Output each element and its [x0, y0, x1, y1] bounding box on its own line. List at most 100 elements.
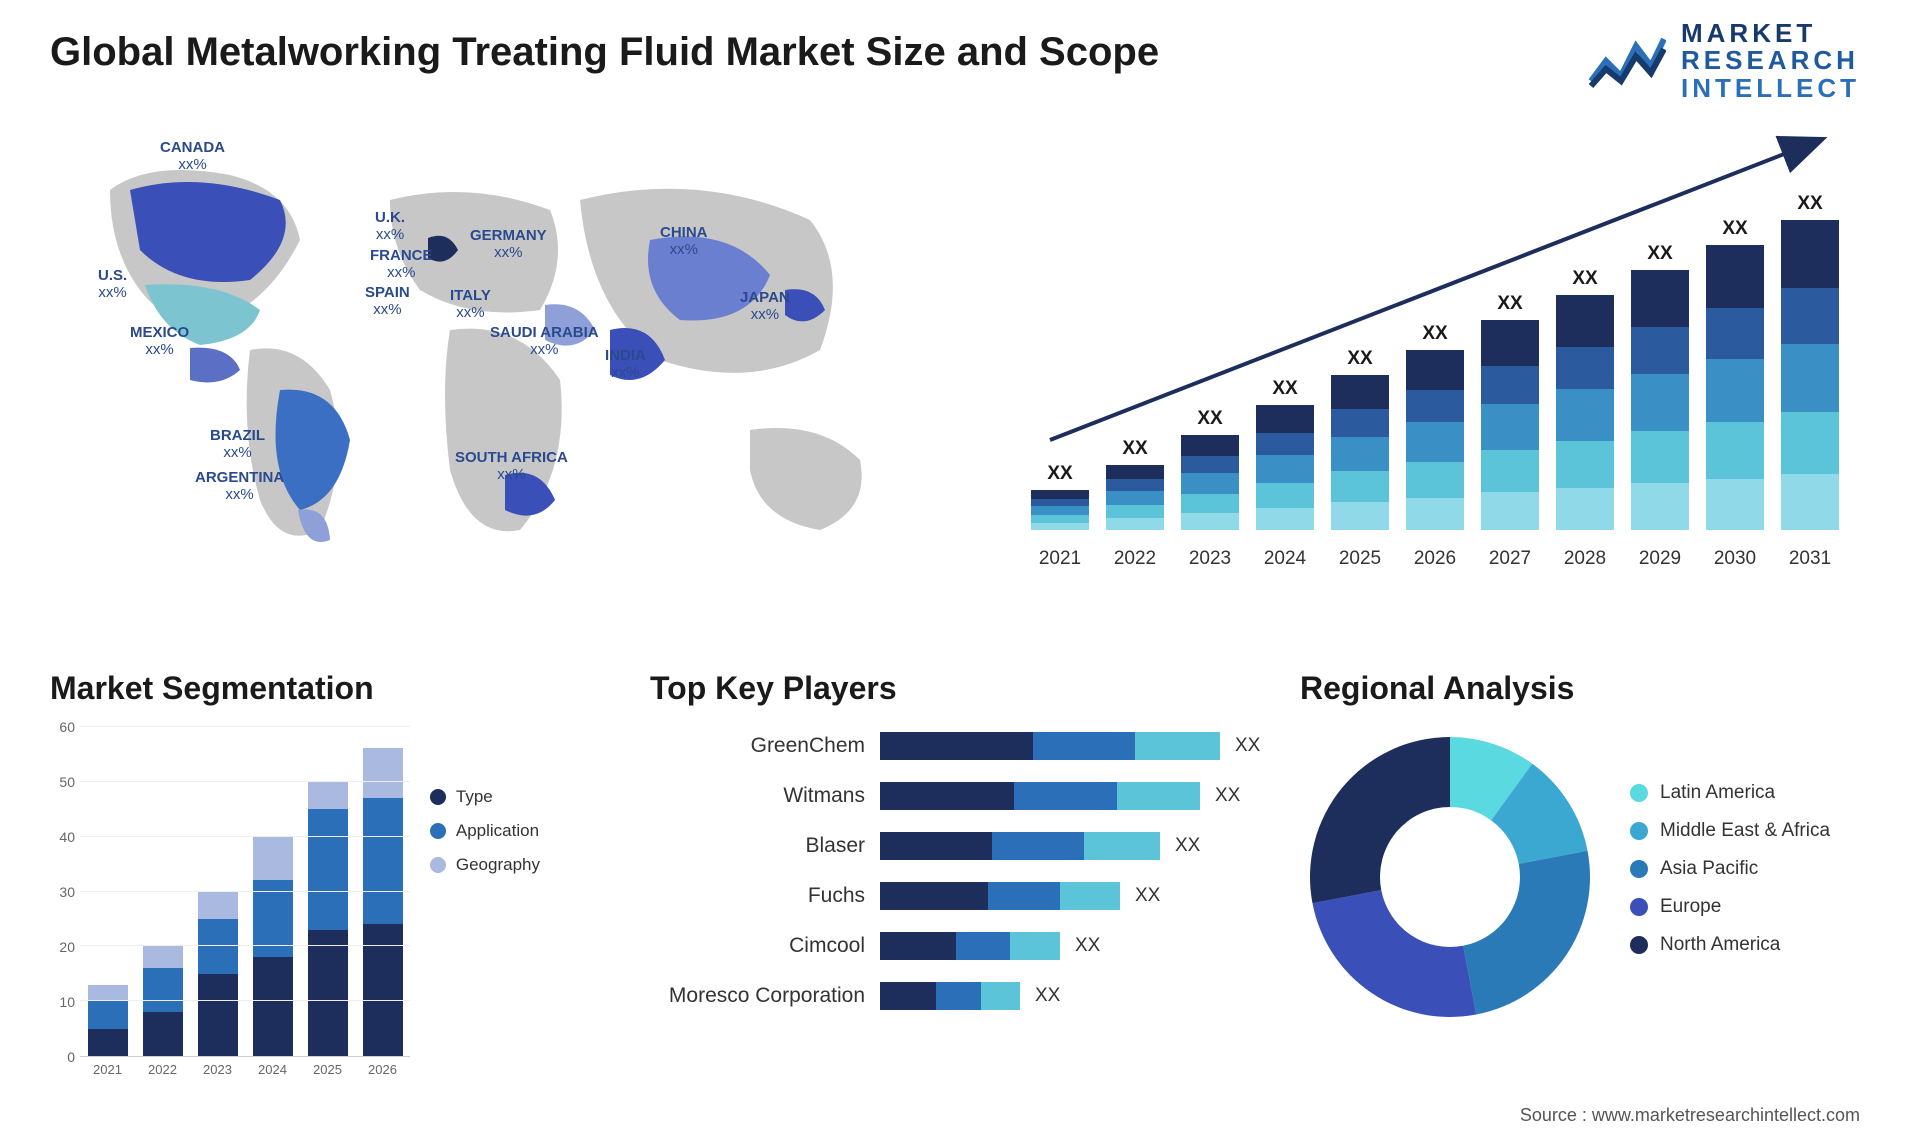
forecast-bar-2024: XX [1255, 378, 1315, 530]
forecast-year-label: 2031 [1780, 548, 1840, 570]
regional-legend: Latin AmericaMiddle East & AfricaAsia Pa… [1630, 782, 1830, 972]
forecast-bar-label: XX [1422, 323, 1447, 345]
map-label-saudiarabia: SAUDI ARABIAxx% [490, 325, 599, 358]
donut-legend-item: Middle East & Africa [1630, 820, 1830, 842]
seg-ytick: 0 [67, 1049, 75, 1065]
seg-bar-2025 [308, 781, 348, 1056]
map-label-china: CHINAxx% [660, 225, 708, 258]
regional-donut [1300, 727, 1600, 1027]
seg-ytick: 40 [59, 829, 75, 845]
forecast-bar-label: XX [1197, 408, 1222, 430]
kp-value: XX [1235, 735, 1260, 757]
forecast-year-label: 2023 [1180, 548, 1240, 570]
forecast-year-label: 2027 [1480, 548, 1540, 570]
regional-title: Regional Analysis [1300, 670, 1860, 707]
segmentation-chart: 0102030405060 [50, 727, 410, 1057]
map-label-spain: SPAINxx% [365, 285, 410, 318]
donut-legend-item: Europe [1630, 896, 1830, 918]
seg-ytick: 10 [59, 994, 75, 1010]
forecast-bar-2027: XX [1480, 293, 1540, 530]
map-label-brazil: BRAZILxx% [210, 428, 265, 461]
kp-value: XX [1075, 935, 1100, 957]
kp-row: Cimcool XX [650, 927, 1270, 965]
logo-line-2: RESEARCH [1681, 47, 1860, 74]
seg-year-label: 2023 [203, 1062, 232, 1077]
seg-year-label: 2021 [93, 1062, 122, 1077]
logo-line-1: MARKET [1681, 20, 1860, 47]
seg-year-label: 2025 [313, 1062, 342, 1077]
forecast-year-label: 2026 [1405, 548, 1465, 570]
key-players-chart: GreenChemXXWitmansXXBlaserXXFuchsXXCimco… [650, 727, 1270, 1015]
forecast-chart: XXXXXXXXXXXXXXXXXXXXXX 20212022202320242… [1010, 130, 1860, 570]
forecast-bar-label: XX [1722, 218, 1747, 240]
forecast-bar-label: XX [1497, 293, 1522, 315]
forecast-year-label: 2028 [1555, 548, 1615, 570]
forecast-bar-2022: XX [1105, 438, 1165, 530]
kp-label: Blaser [650, 834, 880, 858]
key-players-section: Top Key Players GreenChemXX Witmans XX Blas… [650, 670, 1270, 1027]
donut-slice [1310, 737, 1450, 903]
kp-label: Witmans [650, 784, 880, 808]
forecast-year-label: 2029 [1630, 548, 1690, 570]
donut-legend-item: Latin America [1630, 782, 1830, 804]
seg-ytick: 50 [59, 774, 75, 790]
seg-ytick: 20 [59, 939, 75, 955]
kp-value: XX [1135, 885, 1160, 907]
donut-legend-item: North America [1630, 934, 1830, 956]
donut-slice [1312, 890, 1476, 1017]
forecast-bar-label: XX [1122, 438, 1147, 460]
seg-bar-2023 [198, 891, 238, 1056]
forecast-bar-2030: XX [1705, 218, 1765, 530]
forecast-bar-2021: XX [1030, 463, 1090, 530]
logo-line-3: INTELLECT [1681, 75, 1860, 102]
forecast-year-label: 2024 [1255, 548, 1315, 570]
seg-legend-item: Type [430, 787, 540, 807]
kp-row: Fuchs XX [650, 877, 1270, 915]
seg-year-label: 2024 [258, 1062, 287, 1077]
map-label-india: INDIAxx% [605, 348, 646, 381]
forecast-year-label: 2025 [1330, 548, 1390, 570]
kp-value: XX [1215, 785, 1240, 807]
seg-bar-2026 [363, 748, 403, 1056]
world-map: CANADAxx% U.S.xx%MEXICOxx% BRAZILxx% ARGENT… [50, 130, 930, 570]
forecast-bar-label: XX [1047, 463, 1072, 485]
map-label-argentina: ARGENTINAxx% [195, 470, 284, 503]
map-label-canada: CANADAxx% [160, 140, 225, 173]
kp-label: Fuchs [650, 884, 880, 908]
map-label-southafrica: SOUTH AFRICAxx% [455, 450, 568, 483]
seg-ytick: 30 [59, 884, 75, 900]
donut-slice [1463, 851, 1590, 1015]
map-label-france: FRANCExx% [370, 248, 433, 281]
seg-bar-2021 [88, 985, 128, 1057]
map-label-mexico: MEXICOxx% [130, 325, 189, 358]
map-label-japan: JAPANxx% [740, 290, 790, 323]
forecast-bar-2028: XX [1555, 268, 1615, 530]
logo-icon [1586, 31, 1666, 91]
seg-legend-item: Geography [430, 855, 540, 875]
forecast-year-label: 2022 [1105, 548, 1165, 570]
kp-row: Moresco Corporation XX [650, 977, 1270, 1015]
forecast-bar-2026: XX [1405, 323, 1465, 530]
kp-label: Cimcool [650, 934, 880, 958]
kp-value: XX [1035, 985, 1060, 1007]
logo: MARKET RESEARCH INTELLECT [1586, 20, 1860, 102]
key-players-title: Top Key Players [650, 670, 1270, 707]
map-label-italy: ITALYxx% [450, 288, 491, 321]
regional-section: Regional Analysis Latin America Middle Ea… [1300, 670, 1860, 1027]
forecast-bar-2029: XX [1630, 243, 1690, 530]
kp-row: GreenChemXX [650, 727, 1270, 765]
map-label-us: U.S.xx% [98, 268, 127, 301]
forecast-bar-label: XX [1572, 268, 1597, 290]
kp-label: Moresco Corporation [650, 984, 880, 1008]
forecast-bar-label: XX [1272, 378, 1297, 400]
forecast-year-label: 2030 [1705, 548, 1765, 570]
forecast-bar-label: XX [1797, 193, 1822, 215]
map-label-uk: U.K.xx% [375, 210, 405, 243]
segmentation-legend: TypeApplicationGeography [430, 787, 540, 889]
map-label-germany: GERMANYxx% [470, 228, 547, 261]
kp-row: Witmans XX [650, 777, 1270, 815]
segmentation-title: Market Segmentation [50, 670, 610, 707]
forecast-bar-2031: XX [1780, 193, 1840, 530]
logo-text: MARKET RESEARCH INTELLECT [1681, 20, 1860, 102]
seg-year-label: 2026 [368, 1062, 397, 1077]
